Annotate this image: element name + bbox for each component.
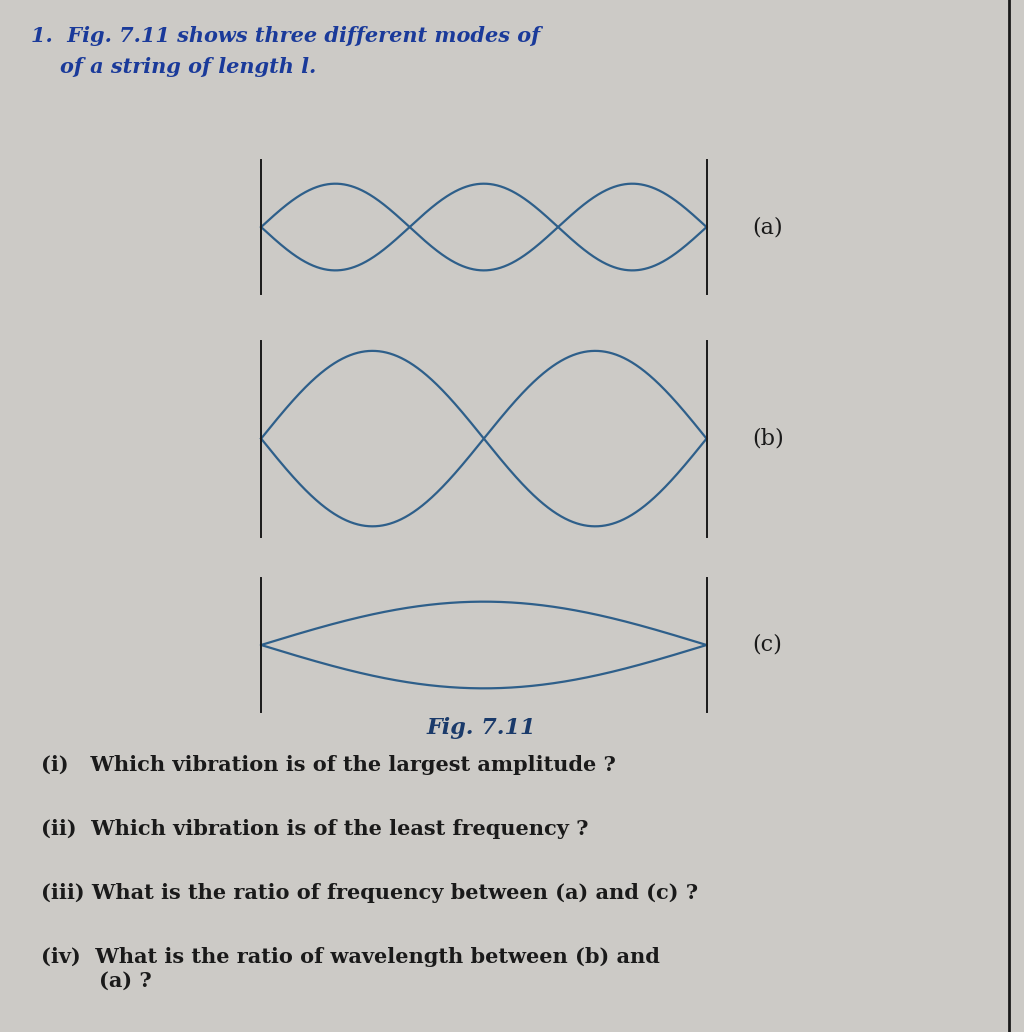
Text: of a string of length l.: of a string of length l. <box>31 57 316 76</box>
Text: Fig. 7.11: Fig. 7.11 <box>427 717 536 739</box>
Text: (i)   Which vibration is of the largest amplitude ?: (i) Which vibration is of the largest am… <box>41 755 615 775</box>
Text: (a): (a) <box>753 216 783 238</box>
Text: (c): (c) <box>753 634 782 656</box>
Text: (b): (b) <box>753 427 784 450</box>
Text: 1.  Fig. 7.11 shows three different modes of: 1. Fig. 7.11 shows three different modes… <box>31 26 540 45</box>
Text: (ii)  Which vibration is of the least frequency ?: (ii) Which vibration is of the least fre… <box>41 819 589 839</box>
Text: (iv)  What is the ratio of wavelength between (b) and
        (a) ?: (iv) What is the ratio of wavelength bet… <box>41 947 659 991</box>
Text: (iii) What is the ratio of frequency between (a) and (c) ?: (iii) What is the ratio of frequency bet… <box>41 883 698 903</box>
